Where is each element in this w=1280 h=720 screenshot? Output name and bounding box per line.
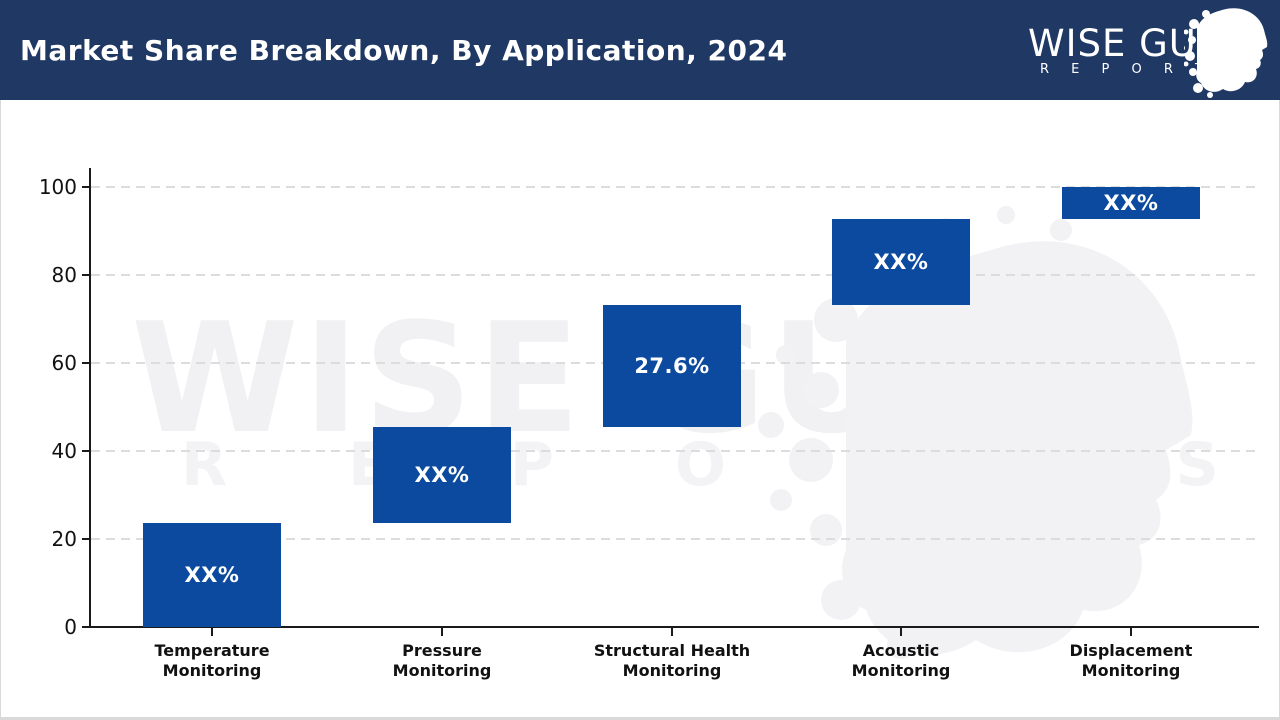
category-label-line2: Monitoring	[1081, 661, 1181, 680]
bar-segment: XX%	[373, 426, 511, 524]
y-tick	[82, 362, 90, 364]
bar-value-label: XX%	[873, 250, 929, 275]
y-tick	[82, 274, 90, 276]
logo-head-icon	[1184, 8, 1268, 98]
category-label-line2: Monitoring	[392, 661, 492, 680]
gridline	[91, 538, 1255, 540]
gridline	[91, 186, 1255, 188]
x-tick	[900, 628, 902, 636]
category-label-line1: Acoustic	[862, 641, 940, 660]
category-label: Displacement Monitoring	[1016, 641, 1246, 681]
bar-value-label: XX%	[184, 563, 240, 588]
category-label-line2: Monitoring	[622, 661, 722, 680]
bar-value-label: XX%	[414, 462, 470, 487]
category-label-line2: Monitoring	[162, 661, 262, 680]
y-axis-line	[89, 168, 91, 628]
x-tick	[1130, 628, 1132, 636]
x-axis-line	[89, 626, 1259, 628]
category-label: Acoustic Monitoring	[786, 641, 1016, 681]
y-tick-label: 60	[51, 351, 77, 375]
category-label: Temperature Monitoring	[97, 641, 327, 681]
bar-segment: XX%	[1062, 187, 1200, 220]
page-title: Market Share Breakdown, By Application, …	[20, 33, 788, 67]
bar-segment: XX%	[143, 523, 281, 627]
gridline	[91, 274, 1255, 276]
watermark-head-icon	[758, 206, 1193, 659]
category-label-line1: Temperature	[154, 641, 270, 660]
category-label-line2: Monitoring	[851, 661, 951, 680]
bar-value-label: XX%	[1103, 191, 1159, 216]
category-label-line1: Pressure	[402, 641, 482, 660]
chart-area: WISE GUY R E P O R T S 0 20 40 60 80 100 XX% Te…	[0, 100, 1280, 720]
wise-guy-logo: WISE GUY R E P O R T S	[990, 0, 1270, 100]
category-label-line1: Structural Health	[593, 641, 751, 660]
y-tick	[82, 538, 90, 540]
y-tick-label: 100	[38, 175, 77, 199]
x-tick	[441, 628, 443, 636]
y-tick-label: 80	[51, 263, 77, 287]
bar-segment: XX%	[832, 219, 970, 306]
y-tick-label: 0	[64, 615, 77, 639]
y-tick	[82, 626, 90, 628]
y-tick	[82, 186, 90, 188]
bottom-border	[0, 717, 1280, 720]
y-tick-label: 40	[51, 439, 77, 463]
y-tick	[82, 450, 90, 452]
category-label: Pressure Monitoring	[327, 641, 557, 681]
x-tick	[211, 628, 213, 636]
bar-value-label: 27.6%	[634, 354, 710, 379]
bar-segment: 27.6%	[603, 305, 741, 427]
y-tick-label: 20	[51, 527, 77, 551]
category-label-line1: Displacement	[1069, 641, 1193, 660]
category-label: Structural Health Monitoring	[557, 641, 787, 681]
x-tick	[671, 628, 673, 636]
header-bar: Market Share Breakdown, By Application, …	[0, 0, 1280, 100]
gridline	[91, 450, 1255, 452]
